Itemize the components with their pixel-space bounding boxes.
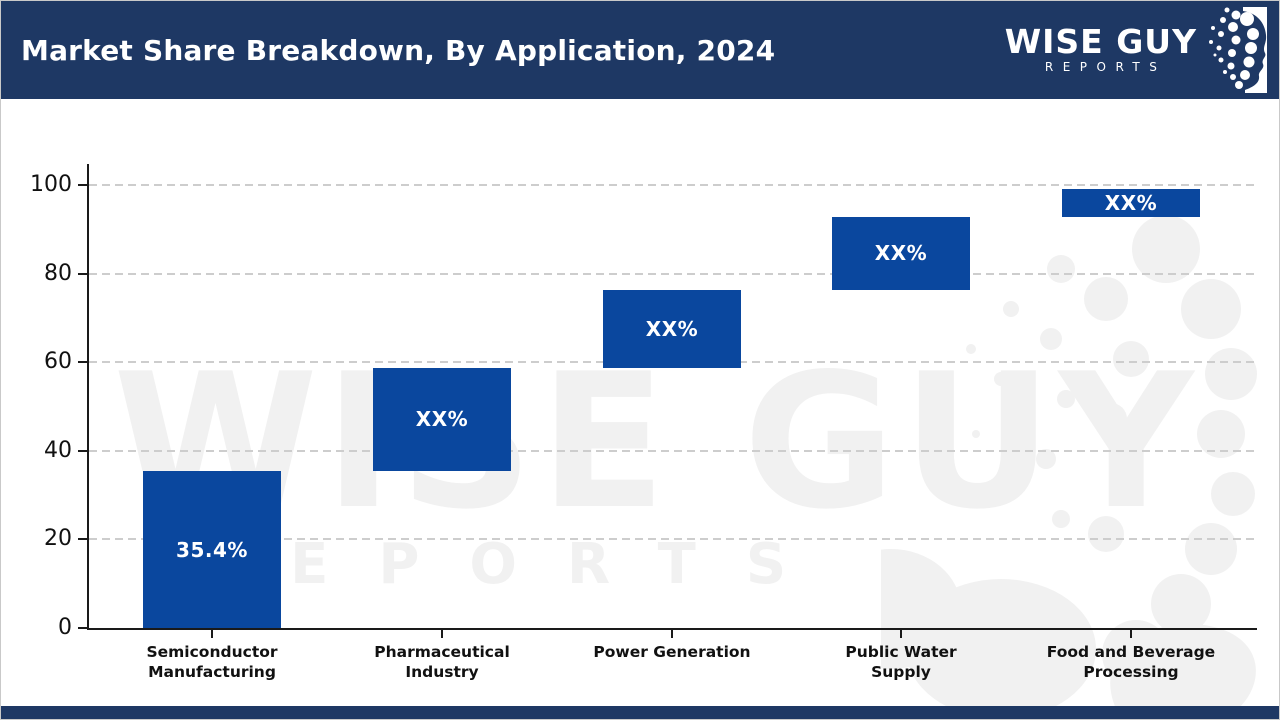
bar-value-label: XX% [874,241,928,266]
y-gridline [89,449,1257,452]
x-category-label: Semiconductor Manufacturing [146,643,278,681]
x-category-label: Pharmaceutical Industry [374,643,510,681]
x-tick [211,630,213,638]
y-tick [78,627,87,629]
y-tick [78,272,87,275]
x-tick [1130,630,1132,638]
y-tick [78,449,87,452]
bar-value-label: XX% [415,407,469,432]
bar-segment: XX% [1062,188,1200,217]
y-gridline [89,184,1257,186]
y-tick-label: 20 [44,526,72,552]
bar-segment: 35.4% [143,471,281,628]
logo-subtext: REPORTS [1044,60,1167,74]
logo-wordmark: WISE GUY [1004,22,1197,61]
y-gridline [89,538,1257,541]
y-tick-label: 0 [58,615,72,640]
bar-value-label: XX% [1104,190,1158,215]
y-axis-spine [87,164,89,630]
wise-guy-reports-logo: WISE GUY REPORTS [1005,7,1267,93]
bar-value-label: XX% [645,316,699,341]
logo-head-icon [1209,7,1267,93]
y-gridline [89,272,1257,275]
header-bar: Market Share Breakdown, By Application, … [1,1,1279,99]
bar-segment: XX% [603,289,741,368]
bar-segment: XX% [373,367,511,472]
footer-bar [1,706,1279,719]
x-axis-spine [87,628,1257,630]
y-tick [78,361,87,364]
x-category-label: Power Generation [593,643,751,661]
y-tick-label: 60 [44,349,72,375]
y-tick-label: 100 [30,172,72,197]
x-tick [441,630,443,638]
x-tick [671,630,673,638]
y-tick [78,184,87,186]
x-category-label: Public Water Supply [845,643,957,681]
y-tick [78,538,87,541]
y-tick-label: 40 [44,437,72,463]
bar-value-label: 35.4% [176,537,248,562]
x-category-label: Food and Beverage Processing [1046,643,1216,681]
x-tick [900,630,902,638]
bar-segment: XX% [832,216,970,290]
y-tick-label: 80 [44,260,72,286]
page-title: Market Share Breakdown, By Application, … [21,33,776,67]
